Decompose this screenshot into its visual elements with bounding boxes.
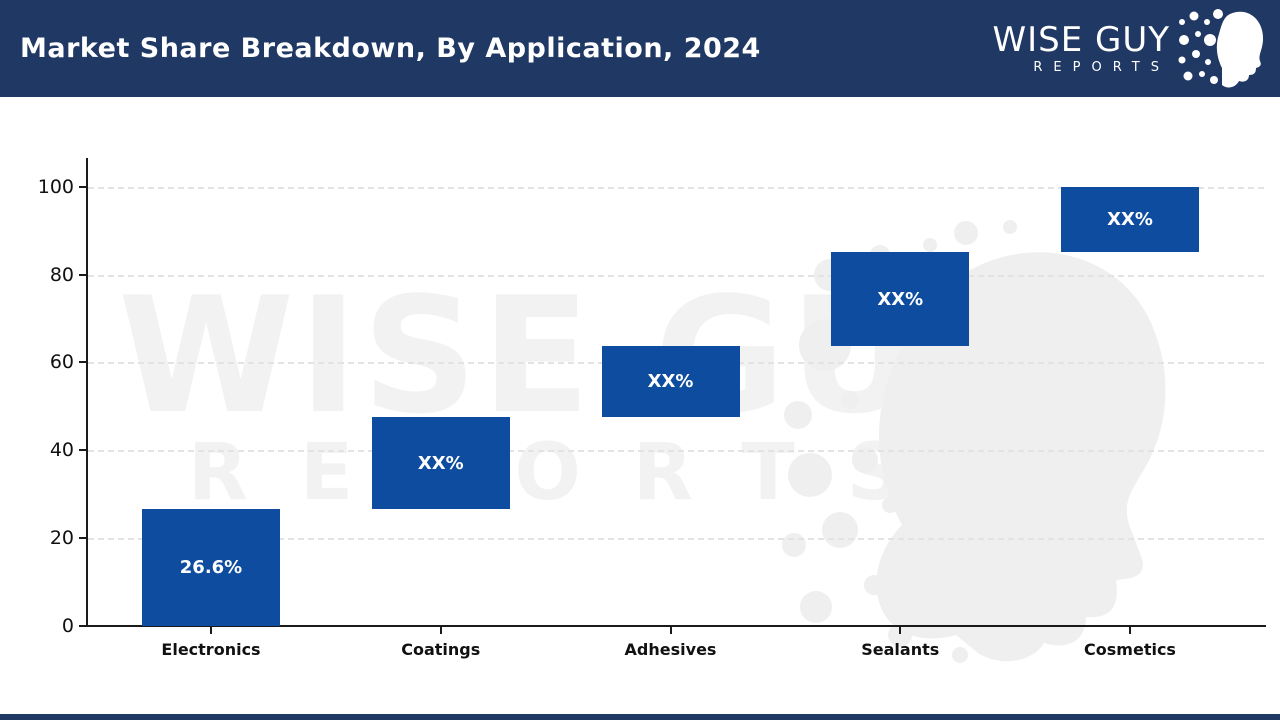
page-title: Market Share Breakdown, By Application, … bbox=[20, 33, 761, 64]
header-bar: Market Share Breakdown, By Application, … bbox=[0, 0, 1280, 97]
y-tick-0 bbox=[79, 625, 87, 627]
bar-value-label-adhesives: XX% bbox=[647, 371, 694, 393]
x-tick-cosmetics bbox=[1129, 627, 1131, 634]
footer-bar bbox=[0, 714, 1280, 720]
bar-adhesives: XX% bbox=[601, 346, 740, 417]
gridline-40 bbox=[88, 450, 1264, 453]
y-tick-label-100: 100 bbox=[37, 175, 74, 198]
x-tick-sealants bbox=[899, 627, 902, 634]
y-tick-label-20: 20 bbox=[49, 527, 74, 550]
x-tick-label-cosmetics: Cosmetics bbox=[1084, 640, 1176, 659]
bar-value-label-coatings: XX% bbox=[417, 452, 464, 474]
x-tick-coatings bbox=[439, 627, 442, 634]
y-tick-label-0: 0 bbox=[61, 615, 74, 637]
y-tick-label-40: 40 bbox=[49, 439, 74, 462]
y-tick-20 bbox=[79, 537, 87, 540]
gridline-80 bbox=[88, 274, 1264, 277]
x-tick-electronics bbox=[210, 627, 212, 634]
watermark-text-line2: REPORTS bbox=[188, 428, 955, 518]
x-tick-label-electronics: Electronics bbox=[161, 640, 261, 659]
x-tick-label-adhesives: Adhesives bbox=[624, 640, 717, 659]
logo-subtitle: REPORTS bbox=[1033, 59, 1170, 75]
y-tick-40 bbox=[79, 449, 87, 452]
bar-value-label-cosmetics: XX% bbox=[1107, 208, 1153, 230]
x-tick-adhesives bbox=[669, 627, 672, 634]
y-tick-label-80: 80 bbox=[49, 263, 74, 286]
logo-text: WISE GUY REPORTS bbox=[992, 23, 1170, 75]
bar-electronics: 26.6% bbox=[142, 509, 280, 626]
logo-wordmark: WISE GUY bbox=[992, 19, 1170, 60]
bar-value-label-sealants: XX% bbox=[877, 288, 924, 310]
y-tick-label-60: 60 bbox=[49, 351, 74, 374]
brand-logo: WISE GUY REPORTS bbox=[992, 6, 1280, 92]
bar-sealants: XX% bbox=[831, 251, 970, 347]
bar-value-label-electronics: 26.6% bbox=[179, 557, 243, 579]
x-axis-line bbox=[86, 625, 1266, 627]
y-tick-60 bbox=[79, 361, 87, 364]
y-tick-80 bbox=[79, 273, 87, 276]
gridline-100 bbox=[88, 186, 1264, 189]
logo-face-icon bbox=[1178, 8, 1264, 88]
x-tick-label-coatings: Coatings bbox=[401, 640, 481, 659]
x-tick-label-sealants: Sealants bbox=[861, 640, 940, 659]
y-tick-100 bbox=[79, 185, 87, 188]
bar-coatings: XX% bbox=[371, 416, 510, 510]
y-axis-line bbox=[86, 158, 88, 627]
gridline-20 bbox=[88, 538, 1264, 541]
bar-cosmetics: XX% bbox=[1061, 186, 1199, 252]
